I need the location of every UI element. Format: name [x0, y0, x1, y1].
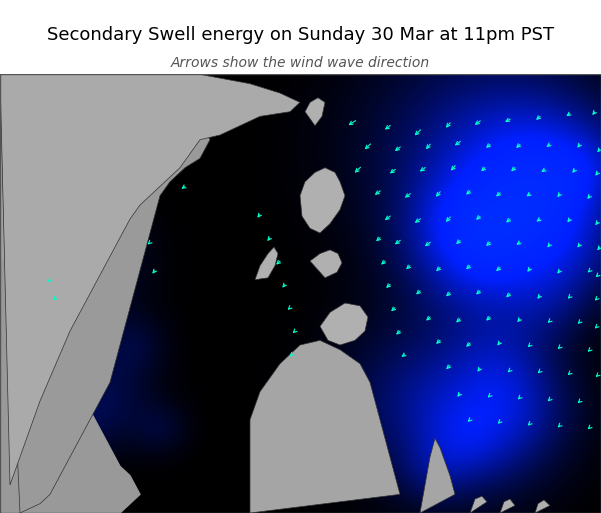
PathPatch shape: [0, 74, 210, 513]
PathPatch shape: [300, 168, 345, 233]
PathPatch shape: [305, 97, 325, 126]
PathPatch shape: [320, 303, 368, 345]
PathPatch shape: [0, 74, 300, 485]
PathPatch shape: [250, 340, 400, 513]
PathPatch shape: [255, 247, 278, 280]
PathPatch shape: [535, 500, 550, 513]
PathPatch shape: [500, 499, 515, 513]
PathPatch shape: [0, 74, 120, 438]
Text: Arrows show the wind wave direction: Arrows show the wind wave direction: [171, 56, 430, 70]
Polygon shape: [0, 256, 140, 513]
PathPatch shape: [470, 496, 487, 513]
Text: Secondary Swell energy on Sunday 30 Mar at 11pm PST: Secondary Swell energy on Sunday 30 Mar …: [47, 26, 554, 44]
PathPatch shape: [310, 250, 342, 278]
PathPatch shape: [420, 438, 455, 513]
Polygon shape: [0, 74, 180, 513]
